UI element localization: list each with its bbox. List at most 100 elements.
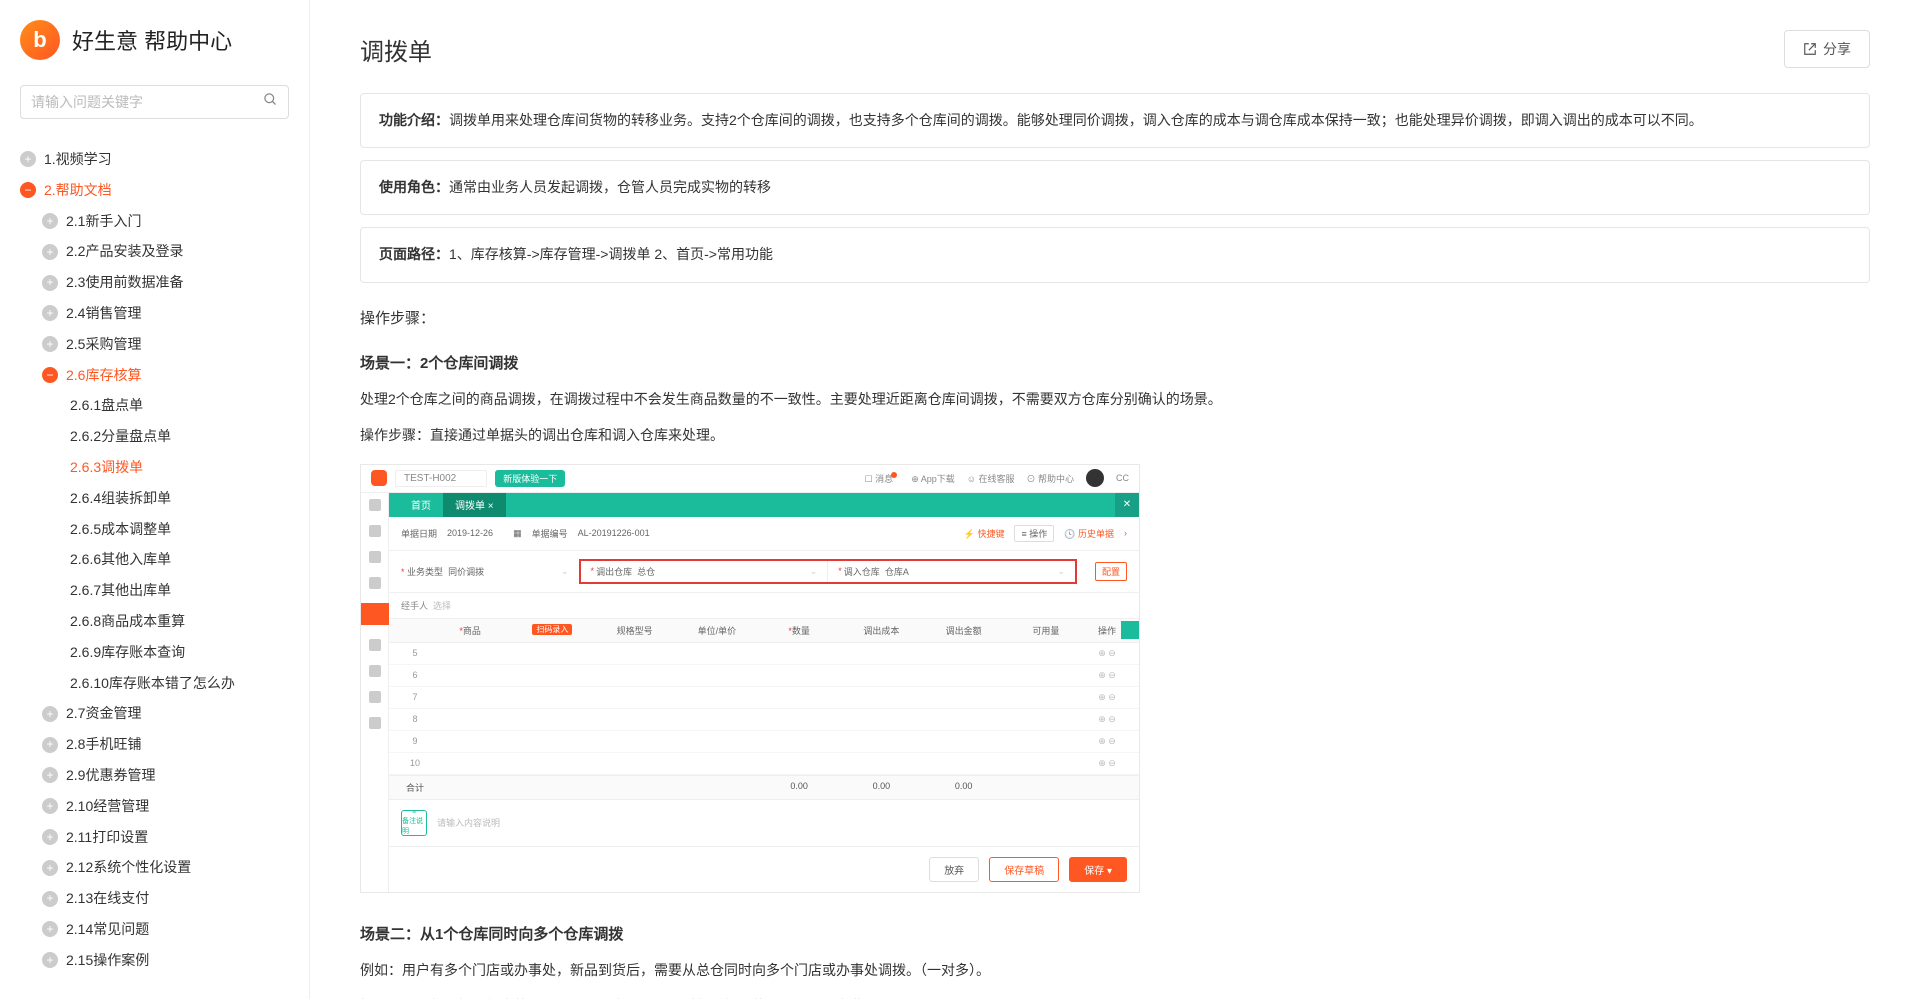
sidebar-item[interactable]: +2.2产品安装及登录 xyxy=(20,236,309,267)
sidebar-item-label: 2.1新手入门 xyxy=(66,206,141,237)
search-icon[interactable] xyxy=(263,92,278,112)
expand-icon[interactable]: + xyxy=(42,767,58,783)
sidebar-item[interactable]: +2.1新手入门 xyxy=(20,206,309,237)
mock-nav-icon-active xyxy=(361,603,389,625)
expand-icon[interactable]: + xyxy=(42,860,58,876)
sidebar-item[interactable]: 2.6.8商品成本重算 xyxy=(20,606,309,637)
sidebar-item[interactable]: +2.11打印设置 xyxy=(20,822,309,853)
sidebar-item[interactable]: −2.6库存核算 xyxy=(20,360,309,391)
sidebar-item[interactable]: 2.6.1盘点单 xyxy=(20,390,309,421)
mock-note-row: ≡备注说明 请输入内容说明 xyxy=(389,799,1139,846)
sidebar-item[interactable]: +2.10经营管理 xyxy=(20,791,309,822)
expand-icon[interactable]: + xyxy=(42,213,58,229)
mock-table-row: 9⊕ ⊖ xyxy=(389,731,1139,753)
expand-icon[interactable]: + xyxy=(42,275,58,291)
expand-icon[interactable]: + xyxy=(42,305,58,321)
path-label: 页面路径： xyxy=(379,246,449,262)
sidebar-item[interactable]: +2.13在线支付 xyxy=(20,883,309,914)
path-box: 页面路径：1、库存核算->库存管理->调拨单 2、首页->常用功能 xyxy=(360,227,1870,282)
sidebar-item-label: 2.6.8商品成本重算 xyxy=(70,606,185,637)
sidebar-item[interactable]: +2.9优惠券管理 xyxy=(20,760,309,791)
mock-nav-icon xyxy=(369,525,381,537)
sidebar-item[interactable]: 2.6.7其他出库单 xyxy=(20,575,309,606)
mock-topbar: TEST-H002 新版体验一下 ☐ 消息 ⊕ App下载 ☺ 在线客服 ⊙ 帮… xyxy=(361,465,1139,493)
expand-icon[interactable]: + xyxy=(42,952,58,968)
expand-icon[interactable]: + xyxy=(42,891,58,907)
sidebar-item[interactable]: +2.4销售管理 xyxy=(20,298,309,329)
search-input[interactable] xyxy=(31,94,263,110)
logo-icon: b xyxy=(20,20,60,60)
scene2-p2: 操作步骤：将单据明细中的调入仓库设置为显示，同时将单据头的调入仓设置为非必录。 xyxy=(360,992,1870,999)
sidebar-item[interactable]: +2.15操作案例 xyxy=(20,945,309,976)
mock-nav-icon xyxy=(369,639,381,651)
expand-icon[interactable]: + xyxy=(42,706,58,722)
mock-link-shortcut: ⚡ 快捷键 xyxy=(964,527,1005,540)
mock-config-btn: 配置 xyxy=(1095,562,1127,581)
collapse-icon[interactable]: − xyxy=(42,367,58,383)
mock-app-link: ⊕ App下载 xyxy=(911,472,955,485)
expand-icon[interactable]: + xyxy=(42,798,58,814)
sidebar-item[interactable]: 2.6.2分量盘点单 xyxy=(20,421,309,452)
page-title: 调拨单 xyxy=(360,32,432,67)
mock-date-label: 单据日期 xyxy=(401,527,437,540)
mock-topbar-right: ☐ 消息 ⊕ App下载 ☺ 在线客服 ⊙ 帮助中心 CC xyxy=(865,469,1129,487)
expand-icon[interactable]: + xyxy=(42,336,58,352)
sidebar-item[interactable]: +2.3使用前数据准备 xyxy=(20,267,309,298)
screenshot-1: TEST-H002 新版体验一下 ☐ 消息 ⊕ App下载 ☺ 在线客服 ⊙ 帮… xyxy=(360,464,1140,893)
mock-logo-icon xyxy=(371,470,387,486)
sidebar-item-label: 2.帮助文档 xyxy=(44,175,112,206)
sidebar-item[interactable]: 2.6.9库存账本查询 xyxy=(20,637,309,668)
sidebar-item-label: 2.7资金管理 xyxy=(66,698,141,729)
search-box[interactable] xyxy=(20,85,289,119)
logo-text: 好生意 帮助中心 xyxy=(72,24,232,56)
sidebar-item-label: 2.15操作案例 xyxy=(66,945,149,976)
sidebar-item[interactable]: +2.8手机旺铺 xyxy=(20,729,309,760)
sidebar-item[interactable]: 2.6.5成本调整单 xyxy=(20,514,309,545)
sidebar-item-label: 2.8手机旺铺 xyxy=(66,729,141,760)
expand-icon[interactable]: + xyxy=(42,921,58,937)
collapse-icon[interactable]: − xyxy=(20,182,36,198)
sidebar-item[interactable]: +2.5采购管理 xyxy=(20,329,309,360)
sidebar-item-label: 2.6.10库存账本错了怎么办 xyxy=(70,668,235,699)
intro-label: 功能介绍： xyxy=(379,112,449,128)
sidebar-item[interactable]: 2.6.10库存账本错了怎么办 xyxy=(20,668,309,699)
mock-leftnav xyxy=(361,493,389,892)
sidebar-item-label: 2.5采购管理 xyxy=(66,329,141,360)
mock-footer: 放弃 保存草稿 保存 ▾ xyxy=(389,846,1139,892)
sidebar-item[interactable]: +2.12系统个性化设置 xyxy=(20,852,309,883)
sidebar-item-label: 2.12系统个性化设置 xyxy=(66,852,191,883)
mock-tabs: 首页 调拨单 × ✕ xyxy=(389,493,1139,517)
mock-tabs-close-icon: ✕ xyxy=(1115,493,1139,517)
sidebar-item[interactable]: 2.6.3调拨单 xyxy=(20,452,309,483)
sidebar-item-label: 2.3使用前数据准备 xyxy=(66,267,183,298)
expand-icon[interactable]: + xyxy=(42,829,58,845)
mock-save-btn: 保存 ▾ xyxy=(1069,857,1127,882)
nav-tree: +1.视频学习−2.帮助文档+2.1新手入门+2.2产品安装及登录+2.3使用前… xyxy=(20,144,309,976)
mock-help-link: ⊙ 帮助中心 xyxy=(1026,472,1074,485)
share-button[interactable]: 分享 xyxy=(1784,30,1870,68)
mock-table: *商品 扫码录入 规格型号 单位/单价 *数量 调出成本 调出金额 可用量 操作… xyxy=(389,619,1139,799)
mock-nav-icon xyxy=(369,691,381,703)
mock-link-history: 🕓 历史单据 xyxy=(1064,527,1114,540)
mock-table-row: 8⊕ ⊖ xyxy=(389,709,1139,731)
sidebar-item[interactable]: +2.7资金管理 xyxy=(20,698,309,729)
sidebar-item[interactable]: +2.14常见问题 xyxy=(20,914,309,945)
scene1-heading: 场景一：2个仓库间调拨 xyxy=(360,352,1870,373)
sidebar-item[interactable]: 2.6.6其他入库单 xyxy=(20,544,309,575)
sidebar-item-label: 2.6.9库存账本查询 xyxy=(70,637,185,668)
sidebar-item-label: 2.2产品安装及登录 xyxy=(66,236,183,267)
sidebar-item[interactable]: +1.视频学习 xyxy=(20,144,309,175)
mock-pill: 新版体验一下 xyxy=(495,470,565,487)
mock-note-icon: ≡备注说明 xyxy=(401,810,427,836)
path-text: 1、库存核算->库存管理->调拨单 2、首页->常用功能 xyxy=(449,246,773,262)
mock-draft-btn: 保存草稿 xyxy=(989,857,1059,882)
expand-icon[interactable]: + xyxy=(42,737,58,753)
expand-icon[interactable]: + xyxy=(20,151,36,167)
sidebar-item[interactable]: −2.帮助文档 xyxy=(20,175,309,206)
sidebar-item[interactable]: 2.6.4组装拆卸单 xyxy=(20,483,309,514)
logo: b 好生意 帮助中心 xyxy=(20,20,309,60)
scene1-p1: 处理2个仓库之间的商品调拨，在调拨过程中不会发生商品数量的不一致性。主要处理近距… xyxy=(360,385,1870,413)
sidebar-item-label: 2.13在线支付 xyxy=(66,883,149,914)
sidebar-item-label: 2.11打印设置 xyxy=(66,822,148,853)
expand-icon[interactable]: + xyxy=(42,244,58,260)
